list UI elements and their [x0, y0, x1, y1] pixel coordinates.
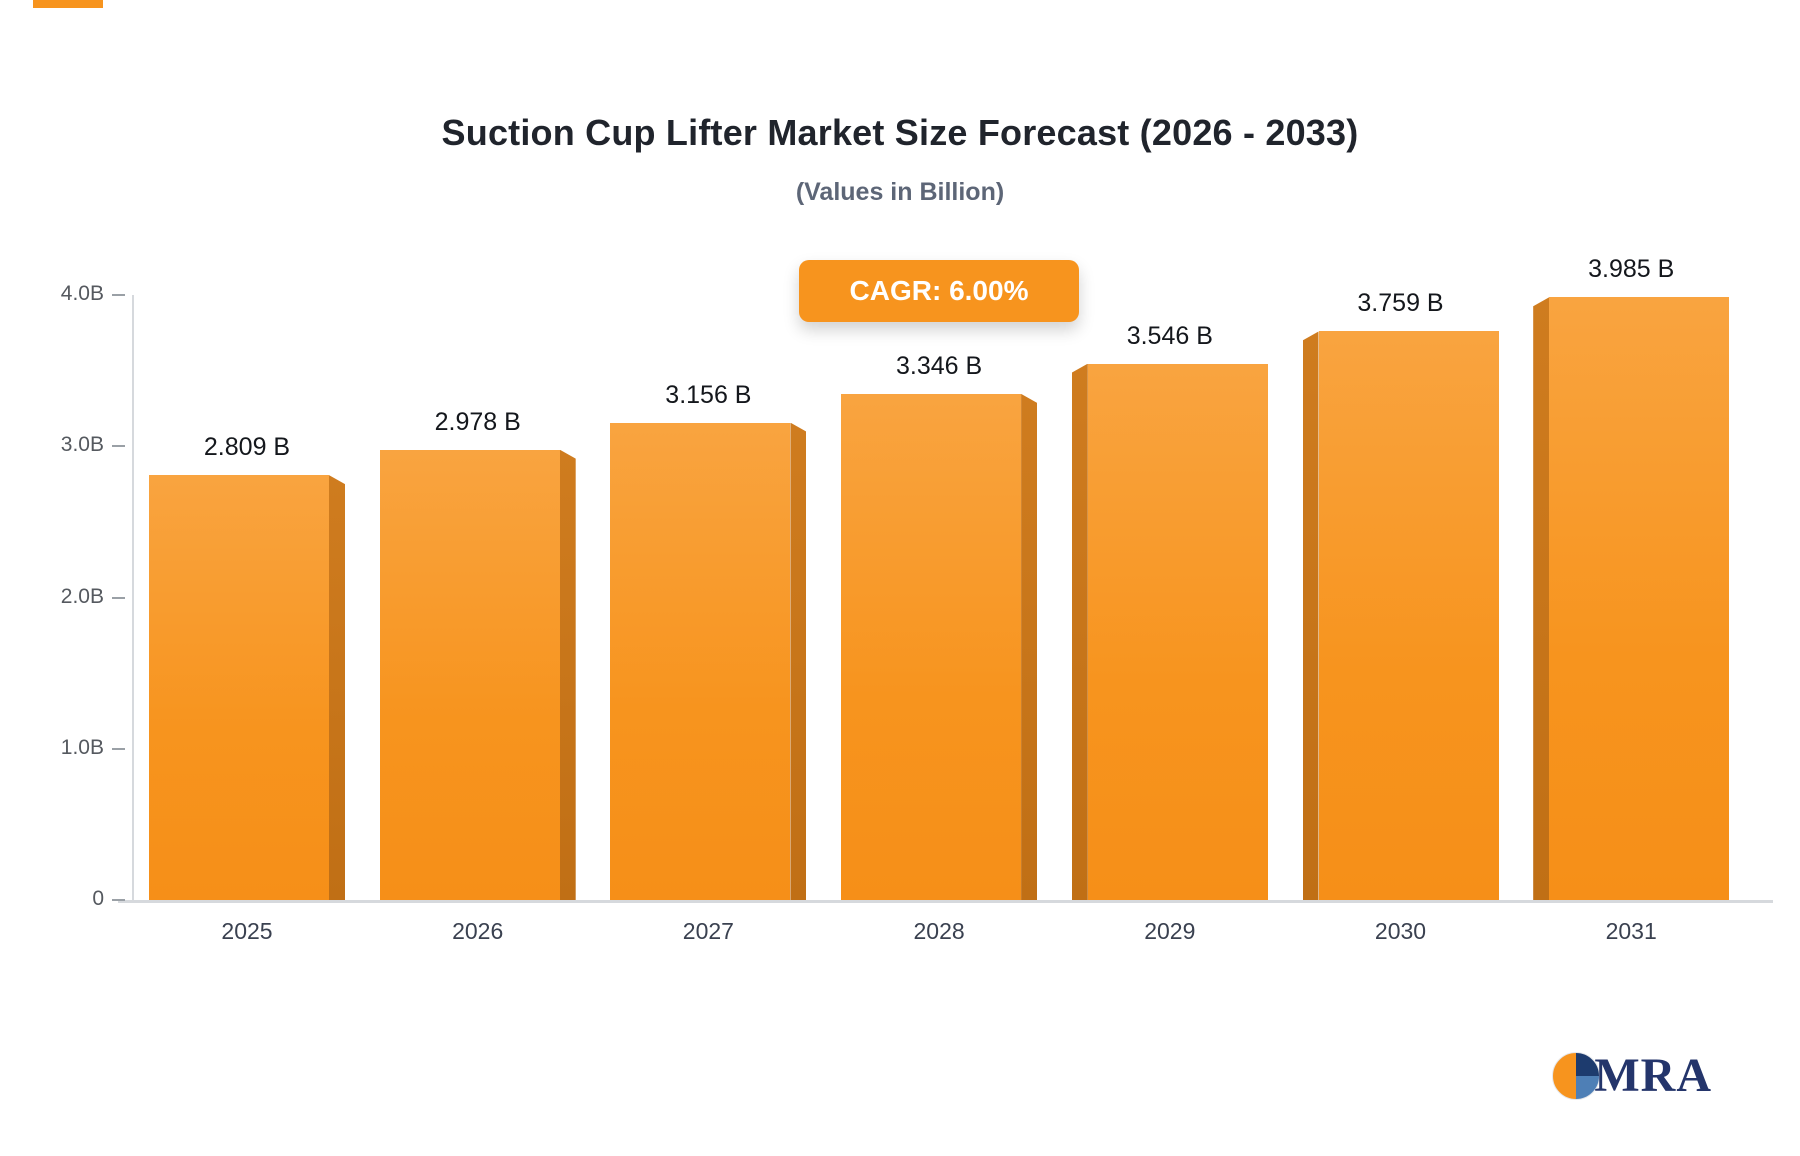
logo-pie-icon: [1552, 1052, 1601, 1100]
x-tick-label: 2026: [452, 918, 504, 944]
chart-subtitle: (Values in Billion): [795, 178, 1005, 206]
bar-side-shade: [1533, 297, 1550, 900]
bar-face: [149, 475, 329, 900]
bar-value-label: 3.156 B: [665, 380, 752, 409]
bar-value-label: 2.809 B: [203, 433, 291, 462]
bar-face: [841, 393, 1022, 900]
bar-2029: [1071, 363, 1268, 900]
bar-side-shade: [1302, 331, 1319, 900]
logo-text: MRA: [1594, 1049, 1712, 1102]
bar-face: [1549, 297, 1730, 900]
bar-side-shade: [790, 422, 807, 900]
x-axis-line: [118, 900, 1773, 903]
bar-face: [1087, 363, 1268, 900]
bar-2027: [610, 422, 807, 900]
bar-face: [1318, 331, 1499, 900]
bar-side-shade: [329, 475, 345, 900]
y-tick-mark: [112, 294, 125, 296]
top-left-accent: [33, 0, 103, 8]
cagr-badge: CAGR: 6.00%: [799, 260, 1079, 322]
bar-2026: [379, 449, 576, 900]
bar-value-label: 3.759 B: [1357, 289, 1444, 318]
y-tick-mark: [112, 445, 125, 448]
x-tick-label: 2030: [1374, 918, 1427, 944]
x-tick-label: 2031: [1605, 918, 1657, 944]
bar-side-shade: [1071, 363, 1088, 900]
x-tick-label: 2025: [221, 918, 273, 944]
bar-value-label: 3.346 B: [896, 351, 983, 380]
chart-title: Suction Cup Lifter Market Size Forecast …: [441, 112, 1359, 153]
x-tick-label: 2027: [682, 918, 734, 944]
y-tick-label: 0: [92, 887, 104, 910]
bar-face: [610, 422, 791, 900]
bar-value-label: 3.546 B: [1126, 321, 1213, 350]
y-tick-label: 3.0B: [60, 433, 104, 457]
bar-value-label: 3.985 B: [1588, 255, 1675, 284]
bar-2025: [149, 475, 345, 900]
y-tick-mark: [112, 596, 125, 599]
bar-value-label: 2.978 B: [434, 407, 521, 436]
x-tick-label: 2029: [1144, 918, 1196, 944]
bar-2031: [1533, 297, 1730, 900]
bar-2028: [841, 393, 1038, 900]
y-tick-mark: [112, 747, 125, 750]
bar-side-shade: [559, 449, 576, 900]
logo: MRA: [1552, 1052, 1712, 1100]
bar-2030: [1302, 331, 1499, 900]
y-tick-mark: [112, 899, 125, 901]
y-tick-label: 1.0B: [60, 735, 104, 759]
bar-face: [379, 449, 560, 900]
bar-side-shade: [1021, 393, 1038, 900]
y-tick-label: 4.0B: [60, 282, 104, 305]
x-tick-label: 2028: [913, 918, 965, 944]
y-axis-line: [132, 295, 134, 900]
y-tick-label: 2.0B: [60, 584, 104, 608]
